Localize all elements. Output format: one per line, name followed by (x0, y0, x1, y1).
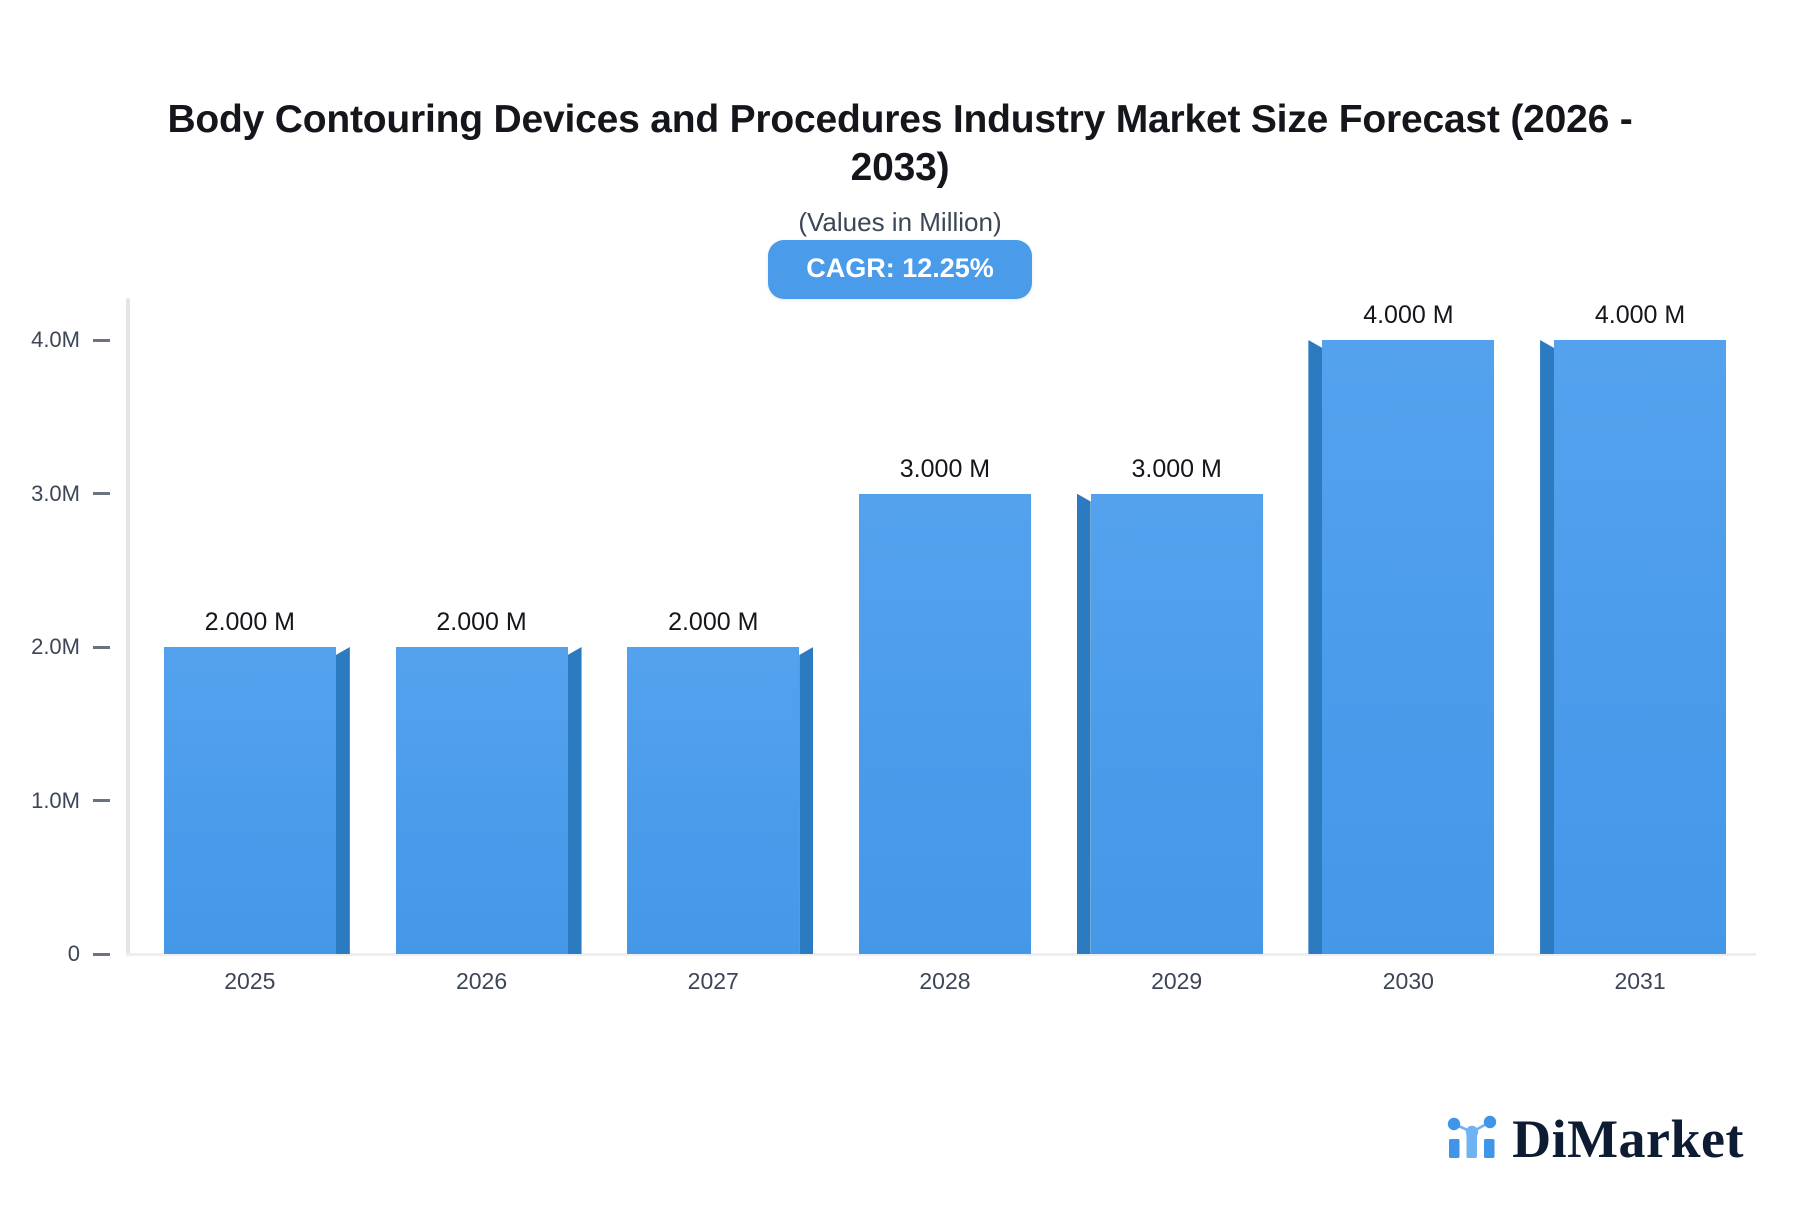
tick-dash-icon (93, 492, 110, 495)
y-axis-line (126, 298, 130, 954)
bar-value-label: 3.000 M (1131, 454, 1222, 483)
tick-dash-icon (93, 799, 110, 802)
y-axis-tick-label-0: 0 (67, 941, 80, 966)
x-axis-label-2025: 2025 (224, 968, 276, 994)
bar-slot-2025[interactable]: 2.000 M (147, 340, 353, 954)
x-axis-label-2029: 2029 (1151, 968, 1203, 994)
y-axis-tick-2: 2.0M (31, 634, 126, 660)
bar-front-face (858, 493, 1031, 954)
bar-series: 2.000 M 2.000 M 2.000 M (134, 301, 1756, 954)
bar-side-face (1540, 340, 1555, 954)
x-axis-label-2028: 2028 (919, 968, 971, 994)
bar-slot-2028[interactable]: 3.000 M (842, 340, 1048, 954)
brand-logo-text: DiMarket (1512, 1109, 1744, 1169)
y-axis-tick-label-2: 2.0M (31, 634, 80, 659)
bar-2028[interactable] (858, 493, 1031, 954)
tick-dash-icon (93, 952, 110, 956)
bar-2025[interactable] (163, 647, 350, 954)
bar-slot-2029[interactable]: 3.000 M (1074, 340, 1280, 954)
x-axis-label-2026: 2026 (455, 968, 508, 994)
bar-front-face (163, 647, 336, 954)
bar-2029[interactable] (1076, 493, 1263, 954)
y-axis-tick-label-3: 3.0M (31, 480, 80, 506)
y-axis-tick-3: 3.0M (31, 481, 126, 507)
bar-value-label: 2.000 M (436, 608, 527, 636)
y-axis-tick-1: 1.0M (31, 788, 126, 814)
bar-2030[interactable] (1308, 340, 1495, 954)
bar-side-face (567, 647, 582, 954)
x-axis-labels: 2025 2026 2027 2028 2029 2030 2031 (134, 968, 1756, 995)
plot-area: 4.0M 3.0M 2.0M 1.0M 0 2.000 M (31, 298, 1756, 966)
brand-logo: DiMarket (1446, 1112, 1744, 1166)
y-axis-tick-0: 0 (68, 941, 126, 967)
x-axis-label-2030: 2030 (1382, 968, 1434, 994)
y-axis-tick-label-4: 4.0M (31, 327, 80, 352)
bar-2027[interactable] (627, 647, 814, 954)
bar-side-face (335, 647, 350, 954)
bar-slot-2031[interactable]: 4.000 M (1537, 301, 1743, 954)
bar-slot-2026[interactable]: 2.000 M (379, 340, 585, 954)
chart-header: Body Contouring Devices and Procedures I… (120, 96, 1680, 299)
bar-side-face (1076, 493, 1091, 954)
bar-front-face (627, 647, 800, 954)
bar-2026[interactable] (395, 647, 582, 954)
x-axis-label-2027: 2027 (687, 968, 739, 994)
bar-front-face (395, 647, 568, 954)
bar-value-label: 2.000 M (668, 608, 759, 636)
x-axis-line (126, 953, 1756, 956)
bar-front-face (1090, 493, 1263, 954)
y-axis-tick-4: 4.0M (31, 327, 126, 353)
bar-value-label: 3.000 M (899, 454, 991, 483)
x-axis-label-2031: 2031 (1614, 968, 1666, 994)
bar-value-label: 2.000 M (204, 608, 296, 636)
bar-chart-logo-icon (1446, 1113, 1498, 1166)
bar-side-face (1308, 340, 1323, 954)
tick-dash-icon (93, 645, 110, 649)
bar-front-face (1554, 340, 1727, 954)
bar-slot-2027[interactable]: 2.000 M (610, 340, 816, 954)
chart-subtitle: (Values in Million) (798, 207, 1002, 238)
page-title: Body Contouring Devices and Procedures I… (167, 98, 1633, 189)
bar-value-label: 4.000 M (1594, 301, 1686, 329)
bar-front-face (1322, 340, 1495, 954)
cagr-badge-wrapper: CAGR: 12.25% (120, 240, 1680, 299)
bar-2031[interactable] (1540, 340, 1727, 954)
bar-side-face (799, 647, 814, 954)
bar-slot-2030[interactable]: 4.000 M (1305, 301, 1511, 954)
y-axis-tick-label-1: 1.0M (31, 787, 80, 813)
tick-dash-icon (93, 338, 110, 342)
bar-value-label: 4.000 M (1363, 301, 1454, 329)
status-badge-cagr: CAGR: 12.25% (768, 240, 1032, 299)
